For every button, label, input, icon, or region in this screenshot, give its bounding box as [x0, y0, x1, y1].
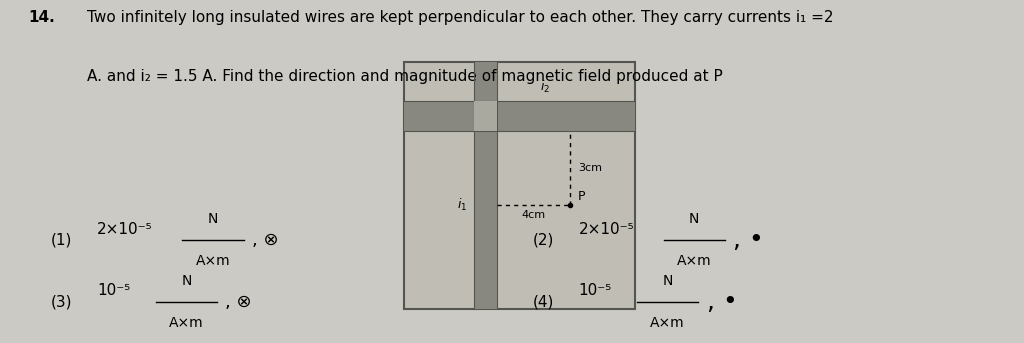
Text: , •: , • — [733, 228, 764, 252]
Text: , ⊗: , ⊗ — [225, 293, 252, 311]
Text: (3): (3) — [51, 294, 73, 309]
Bar — [473, 62, 497, 309]
Bar — [404, 101, 635, 131]
Text: 10⁻⁵: 10⁻⁵ — [97, 283, 130, 298]
Text: N: N — [208, 212, 218, 226]
Text: $i_2$: $i_2$ — [540, 79, 550, 95]
Text: 10⁻⁵: 10⁻⁵ — [579, 283, 611, 298]
Text: A×m: A×m — [677, 254, 712, 268]
Text: $i_1$: $i_1$ — [458, 197, 467, 213]
Bar — [404, 62, 635, 309]
Text: A×m: A×m — [196, 254, 230, 268]
Text: A. and i₂ = 1.5 A. Find the direction and magnitude of magnetic field produced a: A. and i₂ = 1.5 A. Find the direction an… — [87, 69, 723, 84]
Text: (2): (2) — [532, 233, 554, 248]
Text: 2×10⁻⁵: 2×10⁻⁵ — [579, 222, 634, 237]
Text: 14.: 14. — [29, 10, 55, 25]
Text: A×m: A×m — [169, 316, 204, 330]
Text: (4): (4) — [532, 294, 554, 309]
Text: N: N — [663, 274, 673, 288]
Bar — [473, 101, 497, 131]
Text: , ⊗: , ⊗ — [252, 231, 279, 249]
Text: 4cm: 4cm — [521, 210, 546, 220]
Text: N: N — [181, 274, 191, 288]
Text: 2×10⁻⁵: 2×10⁻⁵ — [97, 222, 153, 237]
Text: , •: , • — [707, 290, 737, 314]
Text: P: P — [578, 190, 585, 203]
Text: (1): (1) — [51, 233, 73, 248]
Text: Two infinitely long insulated wires are kept perpendicular to each other. They c: Two infinitely long insulated wires are … — [87, 10, 834, 25]
Text: A×m: A×m — [650, 316, 685, 330]
Text: 3cm: 3cm — [579, 163, 602, 173]
Text: N: N — [689, 212, 699, 226]
